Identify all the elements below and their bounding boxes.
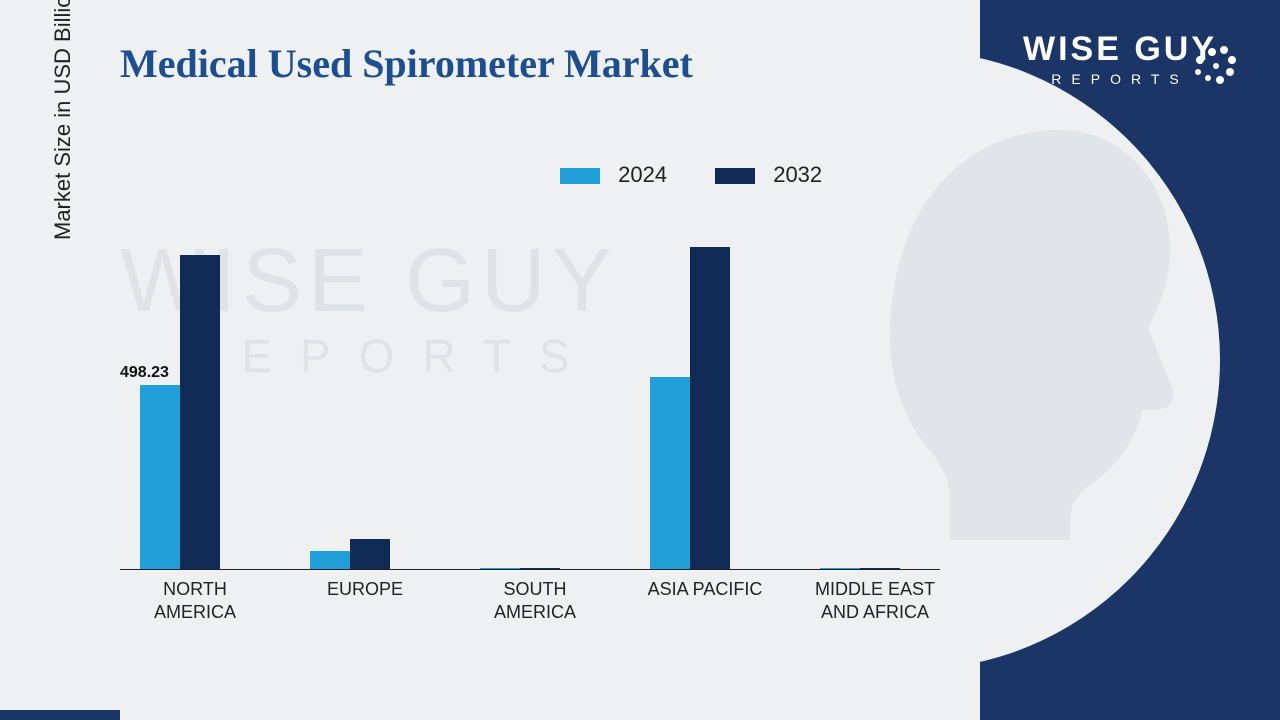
bar-2024 [820, 568, 860, 569]
legend-swatch-2024 [560, 168, 600, 184]
stage: Medical Used Spirometer Market WISE GUY … [0, 0, 1280, 720]
y-axis-label: Market Size in USD Billion [50, 0, 76, 240]
bar-2024 [310, 551, 350, 570]
legend-label-2032: 2032 [773, 162, 822, 187]
bar-2024 [140, 385, 180, 569]
bar-2032 [860, 568, 900, 569]
plot-area: 498.23NORTH AMERICAEUROPESOUTH AMERICAAS… [120, 200, 940, 570]
chart-title: Medical Used Spirometer Market [120, 40, 693, 87]
x-axis-category-label: EUROPE [295, 578, 435, 601]
bar-2032 [180, 255, 220, 570]
brand-logo: WISE GUY REPORTS [1000, 30, 1240, 87]
legend-label-2024: 2024 [618, 162, 667, 187]
legend-item-2024: 2024 [560, 162, 667, 188]
legend: 2024 2032 [560, 162, 822, 188]
x-axis-category-label: MIDDLE EAST AND AFRICA [805, 578, 945, 623]
legend-item-2032: 2032 [715, 162, 822, 188]
bar-2024 [650, 377, 690, 569]
bar-2032 [690, 247, 730, 569]
bar-value-label: 498.23 [120, 364, 169, 382]
x-axis-line [120, 569, 940, 570]
x-axis-category-label: SOUTH AMERICA [465, 578, 605, 623]
logo-dots-icon [1186, 36, 1246, 96]
legend-swatch-2032 [715, 168, 755, 184]
bottom-strip [0, 710, 120, 720]
bar-2032 [520, 568, 560, 569]
bar-2032 [350, 539, 390, 569]
x-axis-category-label: NORTH AMERICA [125, 578, 265, 623]
x-axis-category-label: ASIA PACIFIC [635, 578, 775, 601]
bar-2024 [480, 568, 520, 569]
